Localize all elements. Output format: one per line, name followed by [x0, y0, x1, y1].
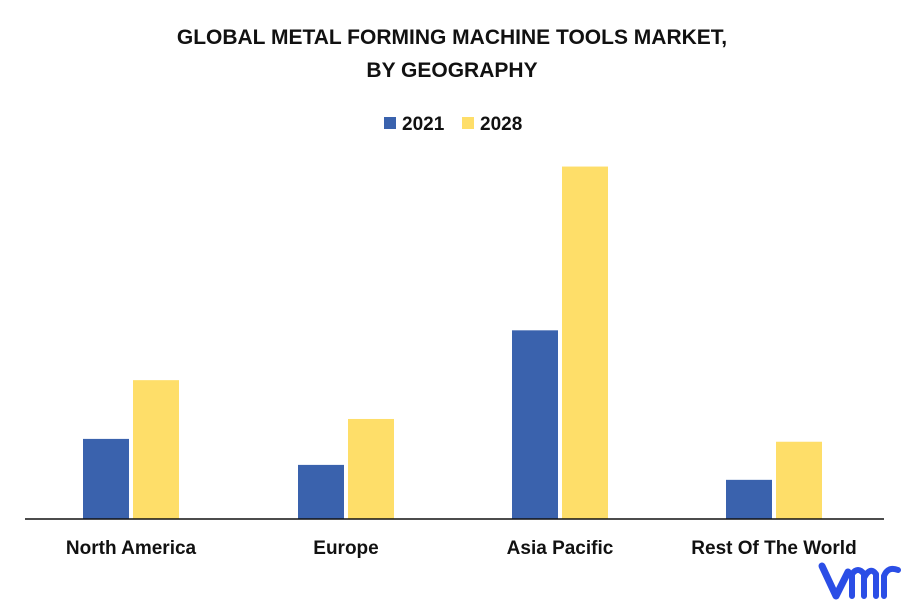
category-label-europe: Europe: [313, 538, 378, 559]
bar-2028-rest-of-the-world: [776, 441, 822, 519]
legend-label-2028: 2028: [480, 114, 522, 135]
bar-2021-rest-of-the-world: [726, 479, 772, 519]
legend: 2021 2028: [384, 114, 522, 135]
legend-swatch-2028: [462, 117, 474, 129]
vmr-logo: [818, 562, 901, 600]
category-label-north-america: North America: [66, 538, 197, 559]
category-label-rest-of-the-world: Rest Of The World: [691, 538, 856, 559]
vmr-logo-r: [881, 565, 901, 599]
legend-label-2021: 2021: [402, 114, 445, 135]
vmr-logo-m: [849, 567, 879, 599]
bar-2021-north-america: [83, 438, 129, 519]
bar-2028-north-america: [133, 380, 179, 519]
vmr-logo-v: [818, 562, 852, 600]
bars-group: [83, 166, 822, 519]
chart-title-line-1: GLOBAL METAL FORMING MACHINE TOOLS MARKE…: [177, 26, 727, 49]
category-label-asia-pacific: Asia Pacific: [507, 538, 614, 559]
chart-title-line-2: BY GEOGRAPHY: [366, 59, 537, 82]
legend-swatch-2021: [384, 117, 396, 129]
bar-2021-asia-pacific: [512, 330, 558, 519]
category-labels: North America Europe Asia Pacific Rest Of T…: [66, 538, 857, 559]
bar-2028-asia-pacific: [562, 166, 608, 519]
bar-2021-europe: [298, 464, 344, 519]
bar-2028-europe: [348, 418, 394, 519]
